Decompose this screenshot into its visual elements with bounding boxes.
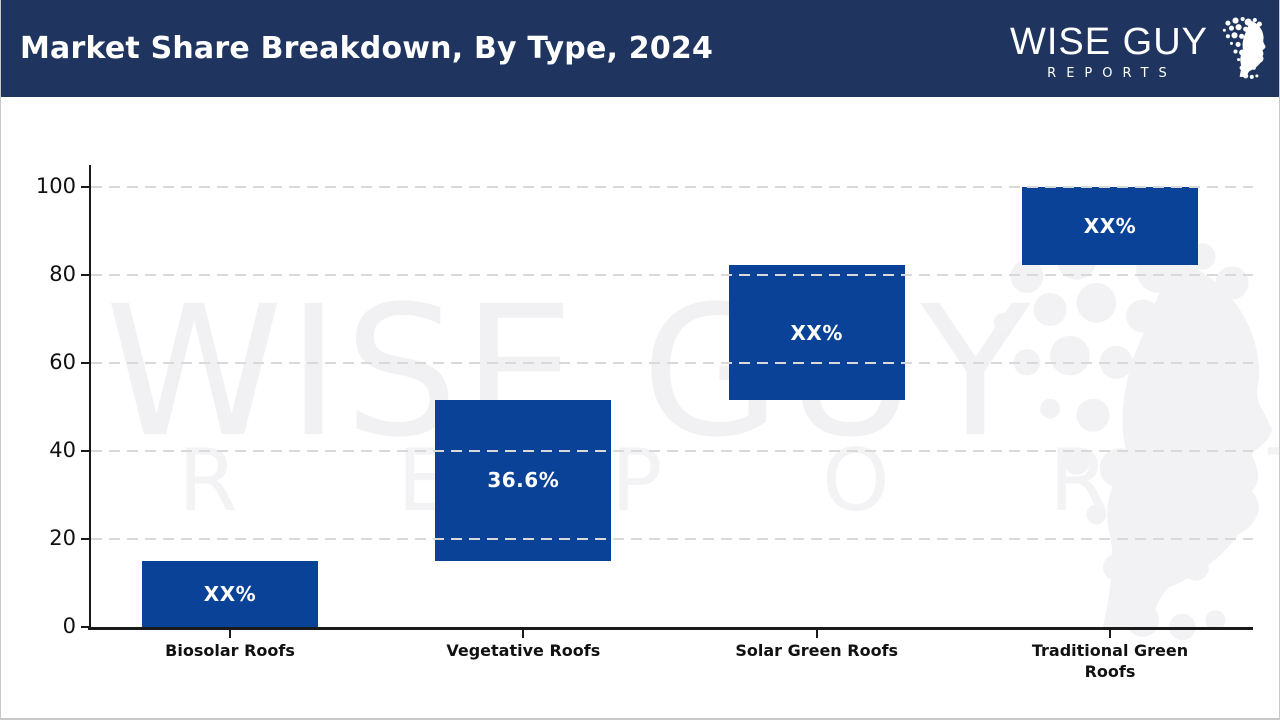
y-tick-label: 20 [49, 526, 76, 550]
category-label-2: Vegetative Roofs [446, 641, 601, 660]
y-tick-label: 40 [49, 438, 76, 462]
y-tick-mark [81, 626, 89, 628]
gridline-y80 [91, 274, 1253, 276]
bar-value-label: 36.6% [487, 468, 560, 493]
y-axis-line [89, 165, 91, 629]
bar-value-label: XX% [790, 320, 843, 345]
gridline-y60 [91, 362, 1253, 364]
bar-biosolar-roofs: XX% [142, 561, 318, 627]
y-tick-label: 100 [35, 174, 76, 198]
category-label-4: Traditional Green Roofs [1031, 641, 1189, 681]
logo-name-text: WISE GUY [1009, 21, 1208, 63]
page-title: Market Share Breakdown, By Type, 2024 [20, 31, 714, 66]
x-tick-mark [815, 630, 818, 638]
y-tick-mark [81, 362, 89, 364]
y-tick-label: 60 [49, 350, 76, 374]
bar-vegetative-roofs: 36.6% [435, 399, 612, 561]
y-tick-mark [81, 538, 89, 540]
x-tick-mark [1109, 630, 1111, 638]
gridline-y100 [91, 186, 1253, 188]
y-tick-mark [81, 274, 89, 276]
x-tick-mark [229, 630, 231, 638]
bar-traditional-green-roofs: XX% [1022, 187, 1198, 266]
bar-value-label: XX% [203, 582, 257, 606]
category-label-3: Solar Green Roofs [735, 641, 899, 660]
x-axis-line [88, 627, 1253, 630]
category-label-1: Biosolar Roofs [165, 641, 295, 660]
header-bar: Market Share Breakdown, By Type, 2024 [0, 0, 1280, 97]
y-tick-mark [81, 186, 89, 188]
x-tick-mark [522, 630, 525, 638]
gridline-y20 [91, 538, 1253, 540]
wiseguy-logo: WISE GUY REPORTS [1010, 6, 1266, 92]
bar-value-label: XX% [1083, 214, 1137, 239]
logo-sub-text: REPORTS [1047, 66, 1177, 81]
bar-solar-green-roofs: XX% [728, 265, 905, 400]
y-tick-label: 80 [49, 262, 76, 286]
gridline-y40 [91, 450, 1253, 452]
y-tick-label: 0 [62, 614, 76, 638]
wiseguy-face-icon [1200, 8, 1266, 90]
y-tick-mark [81, 450, 89, 452]
